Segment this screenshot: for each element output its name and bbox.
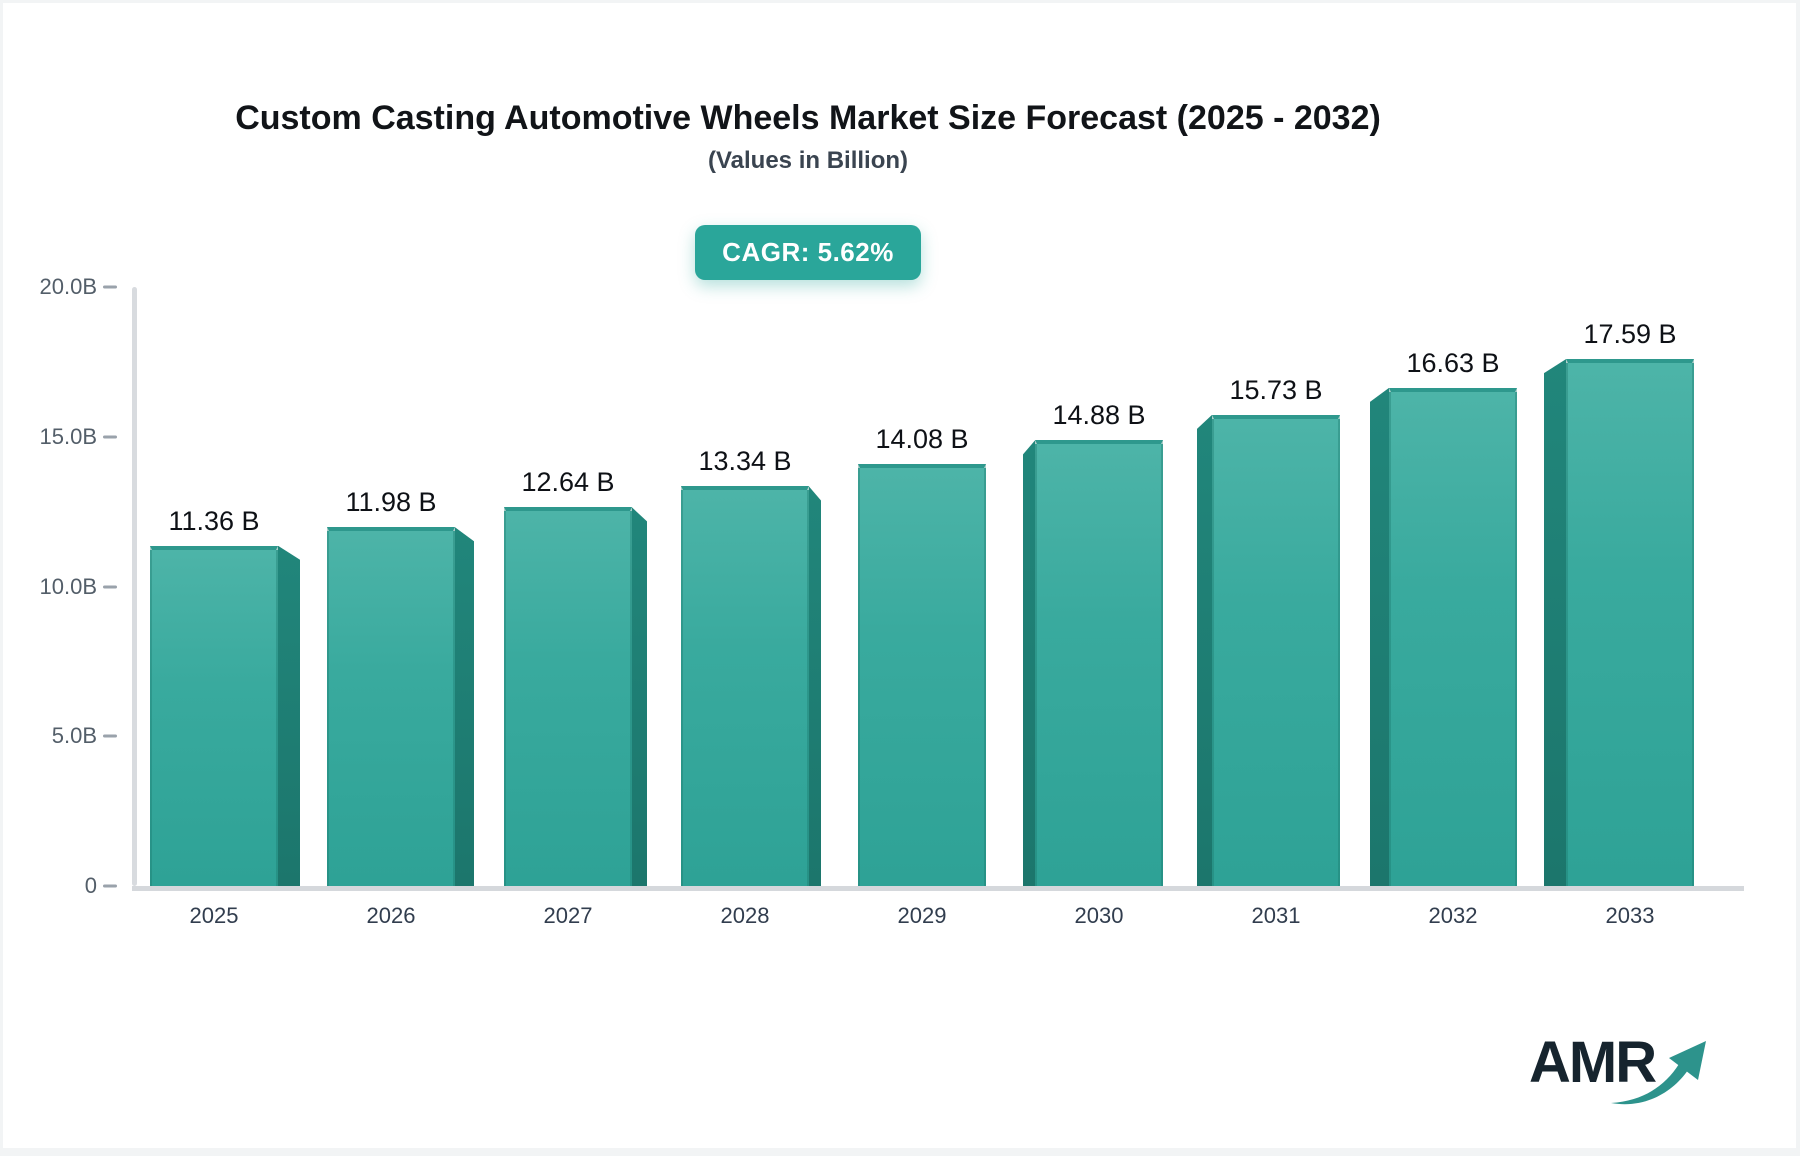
bar-front-face: [150, 545, 278, 886]
chart-header: Custom Casting Automotive Wheels Market …: [3, 97, 1613, 177]
y-axis-tick-mark: [103, 285, 117, 289]
amr-logo-text: AMR: [1529, 1030, 1657, 1095]
amr-logo: AMR: [1529, 1031, 1719, 1115]
chart-subtitle: (Values in Billion): [707, 147, 909, 174]
bar-side-face: [1544, 359, 1566, 886]
bar-value-label: 13.34 B: [698, 446, 792, 477]
bar-side-face: [632, 507, 647, 886]
bar-side-face: [809, 486, 821, 886]
x-axis-label: 2025: [189, 903, 239, 928]
bar-front-face: [1212, 414, 1340, 886]
bar-value-label: 11.98 B: [345, 487, 437, 518]
y-axis-tick-label: 15.0B: [39, 423, 98, 449]
cagr-badge: CAGR: 5.62%: [695, 225, 921, 280]
x-axis-label: 2029: [897, 903, 947, 928]
bar-front-face: [1035, 440, 1163, 886]
chart-title: Custom Casting Automotive Wheels Market …: [235, 99, 1381, 137]
y-axis-tick-label: 5.0B: [51, 723, 97, 749]
x-axis-baseline: [132, 886, 1744, 891]
bar-front-face: [504, 507, 632, 886]
bar-front-face: [1389, 387, 1517, 886]
y-axis-tick-mark: [103, 884, 117, 888]
bar-front-face: [327, 527, 455, 886]
bar-side-face: [1023, 440, 1035, 886]
x-axis-label: 2031: [1251, 903, 1301, 928]
y-axis-tick-label: 20.0B: [39, 274, 98, 299]
x-axis-label: 2026: [366, 903, 416, 928]
y-axis-tick-mark: [103, 734, 117, 738]
bar-front-face: [1566, 359, 1694, 886]
bar-side-face: [278, 545, 300, 886]
y-axis-tick-label: 0: [84, 873, 97, 898]
bar-side-face: [1370, 387, 1389, 886]
bar-value-label: 14.08 B: [875, 424, 969, 455]
x-axis-label: 2027: [543, 903, 593, 928]
bar-side-face: [1197, 414, 1212, 886]
trending-up-arrow-icon: [1611, 1041, 1706, 1105]
y-axis-line: [132, 287, 137, 886]
bar-value-label: 17.59 B: [1583, 319, 1677, 350]
bar-value-label: 16.63 B: [1406, 347, 1500, 378]
y-axis-tick-mark: [103, 585, 117, 588]
bar-value-label: 12.64 B: [521, 467, 615, 498]
bar-side-face: [455, 527, 474, 886]
bar-chart: 20.0B 15.0B 10.0B 5.0B 0 11.36 B 2025 11.98 B 20…: [3, 3, 1796, 1003]
bar-value-label: 15.73 B: [1229, 374, 1323, 405]
x-axis-label: 2032: [1428, 903, 1478, 928]
x-axis-label: 2028: [720, 903, 770, 928]
bar-value-label: 11.36 B: [168, 505, 260, 536]
y-axis-tick-mark: [103, 435, 117, 439]
cagr-badge-row: CAGR: 5.62%: [3, 225, 1613, 280]
y-axis-tick-label: 10.0B: [39, 573, 98, 599]
bar-value-label: 14.88 B: [1052, 400, 1146, 431]
x-axis-label: 2033: [1605, 903, 1655, 928]
bar-front-face: [858, 464, 986, 886]
chart-card: Custom Casting Automotive Wheels Market …: [3, 3, 1796, 1148]
bar-front-face: [681, 486, 809, 886]
x-axis-label: 2030: [1074, 903, 1124, 928]
